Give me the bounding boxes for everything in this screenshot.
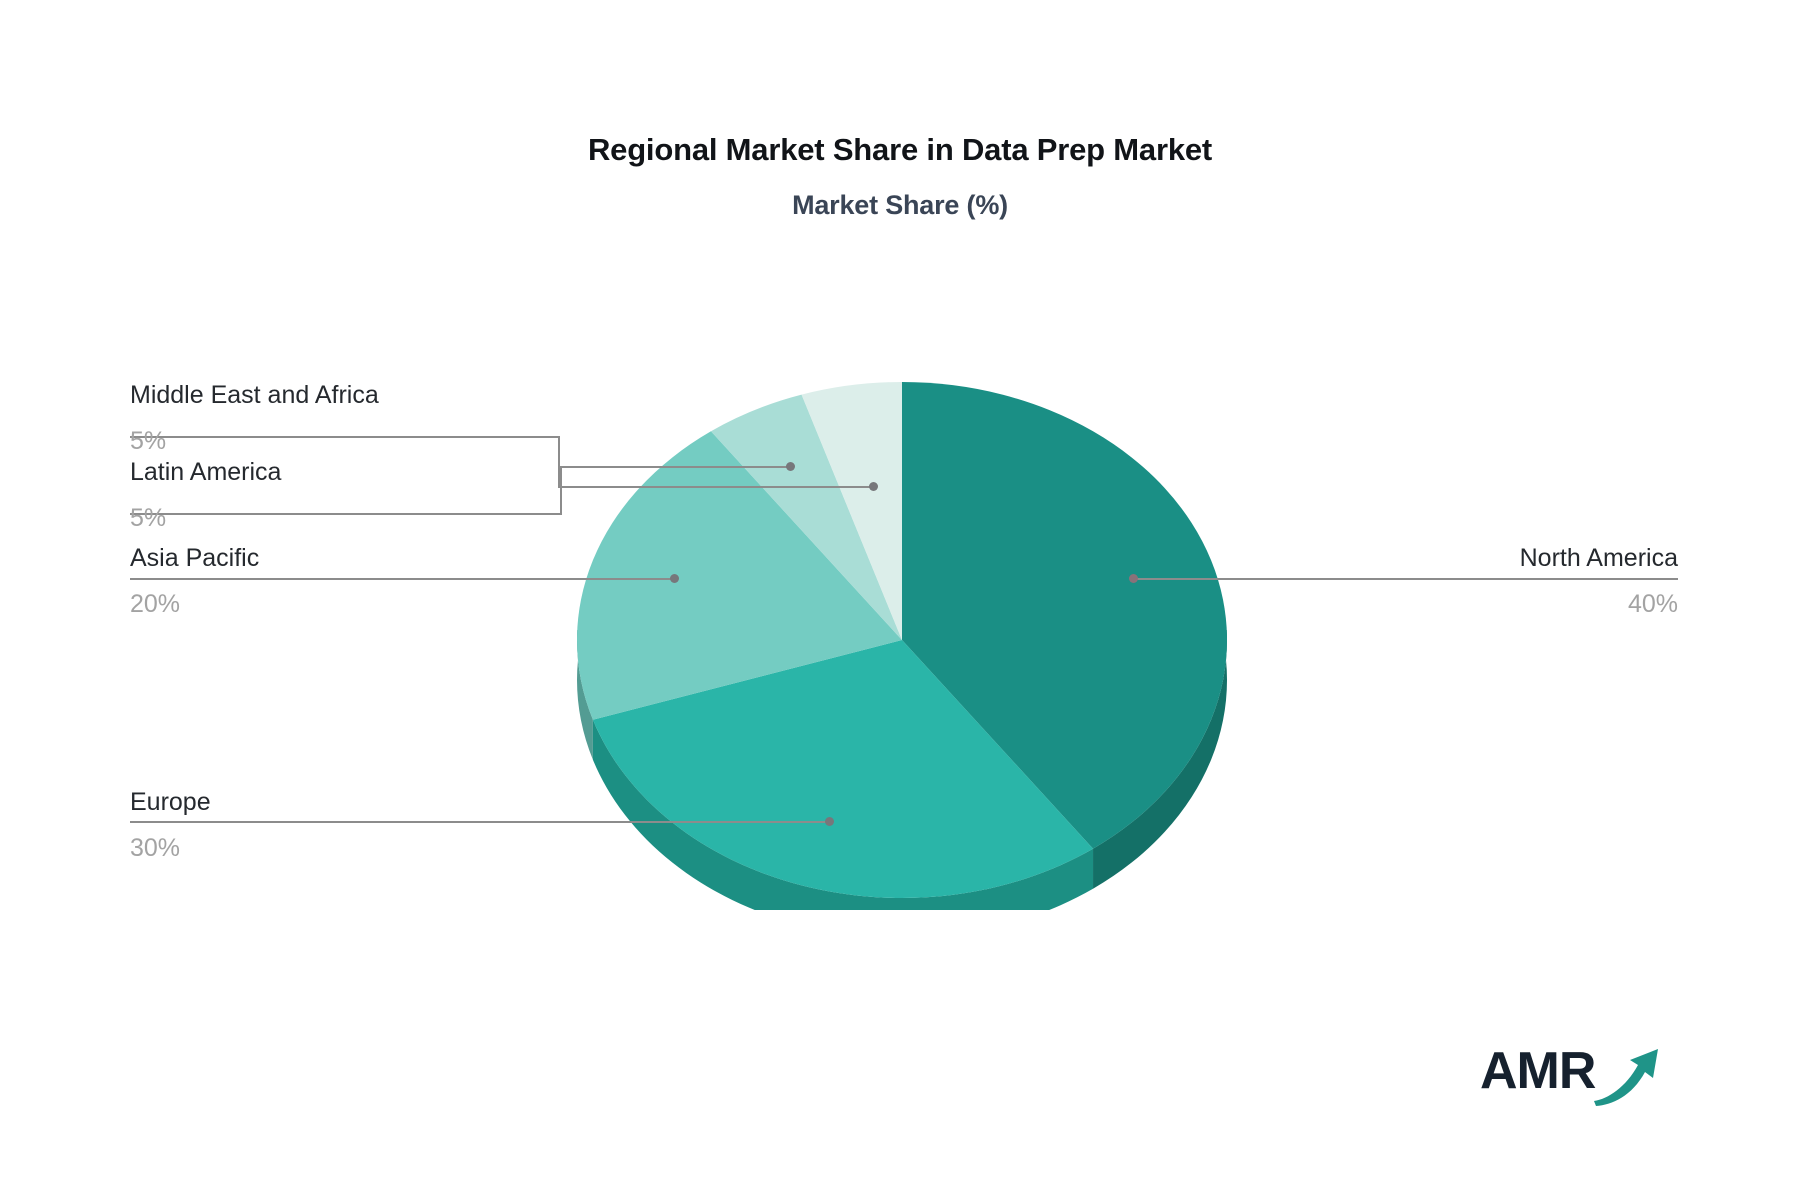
leader-dot-latin-america [786, 462, 795, 471]
pie-side-north-america [1093, 630, 1227, 889]
leader-line-north-america [1133, 578, 1678, 580]
amr-logo: AMR [1480, 1035, 1660, 1115]
leader-line-europe [130, 821, 830, 823]
leader-line-middle-east-africa-v [558, 436, 560, 488]
callout-value-asia-pacific: 20% [130, 589, 181, 618]
pie-side-asia-pacific [577, 630, 593, 760]
pie-3d-side-wall [577, 630, 1227, 910]
callout-label-asia-pacific: Asia Pacific [130, 544, 260, 572]
pie-chart [577, 370, 1227, 910]
callout-label-latin-america: Latin America [130, 458, 282, 486]
callout-value-latin-america: 5% [130, 503, 167, 532]
growth-arrow-icon [1594, 1049, 1658, 1106]
pie-slice-north-america[interactable] [902, 382, 1227, 849]
leader-line-asia-pacific [130, 578, 675, 580]
amr-logo-text: AMR [1480, 1042, 1596, 1100]
pie-slice-latin-america[interactable] [710, 394, 902, 640]
callout-value-north-america: 40% [1627, 589, 1678, 618]
leader-dot-north-america [1129, 574, 1138, 583]
callout-value-europe: 30% [130, 833, 181, 862]
pie-slice-europe[interactable] [592, 640, 1094, 898]
leader-dot-middle-east-africa [869, 482, 878, 491]
callout-middle-east-africa[interactable]: Middle East and Africa 5% [130, 381, 379, 456]
leader-line-middle-east-africa-h1 [130, 436, 560, 438]
callout-label-europe: Europe [130, 788, 211, 816]
leader-line-middle-east-africa-h2 [558, 486, 874, 488]
callout-europe[interactable]: Europe 30% [130, 788, 211, 863]
leader-line-latin-america-h2 [560, 466, 790, 468]
callout-value-middle-east-africa: 5% [130, 426, 167, 455]
pie-side-europe [592, 719, 1094, 910]
leader-dot-asia-pacific [670, 574, 679, 583]
pie-top-face [577, 382, 1227, 898]
leader-line-latin-america-v [560, 466, 562, 515]
pie-slice-asia-pacific[interactable] [577, 431, 902, 720]
leader-line-latin-america-h1 [130, 513, 562, 515]
pie-chart-svg [577, 382, 1227, 910]
callout-label-north-america: North America [1519, 544, 1678, 572]
chart-subtitle: Market Share (%) [792, 190, 1008, 220]
callout-asia-pacific[interactable]: Asia Pacific 20% [130, 544, 259, 619]
callout-north-america[interactable]: North America 40% [1178, 544, 1678, 619]
leader-dot-europe [825, 817, 834, 826]
page-title: Regional Market Share in Data Prep Marke… [587, 132, 1213, 167]
callout-latin-america[interactable]: Latin America 5% [130, 458, 281, 533]
callout-label-middle-east-africa: Middle East and Africa [130, 381, 379, 409]
pie-slice-middle-east-and-africa[interactable] [801, 382, 902, 640]
